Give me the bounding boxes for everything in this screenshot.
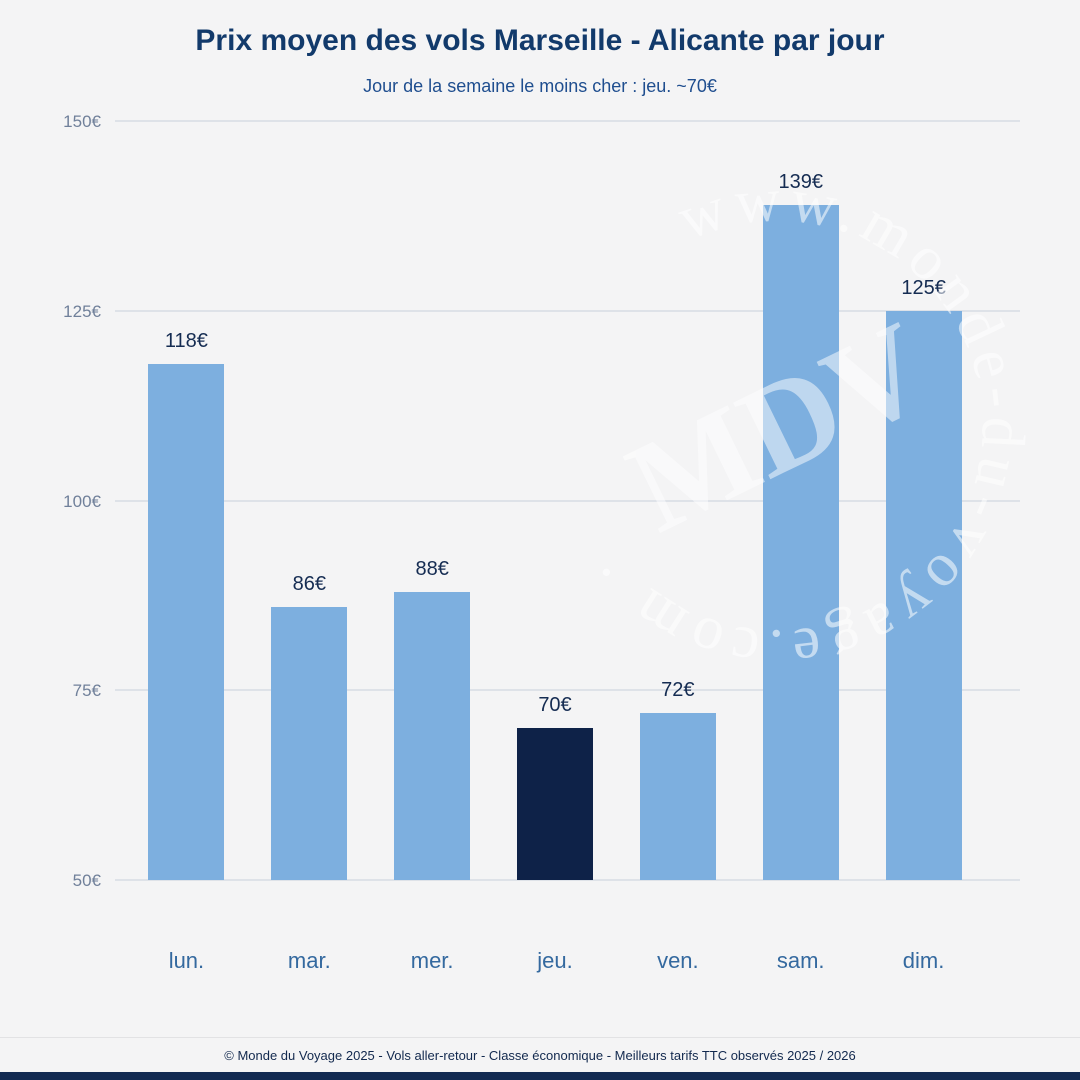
chart-subtitle: Jour de la semaine le moins cher : jeu. … [363,76,717,96]
footer-text: © Monde du Voyage 2025 - Vols aller-reto… [0,1037,1080,1072]
y-axis: 150€ 125€ 100€ 75€ 50€ [0,112,105,890]
bar-slot: 86€ mar. [248,121,371,973]
bar-dim: 125€ [885,277,962,880]
bar-jeu: 70€ [517,694,593,880]
chart-title: Prix moyen des vols Marseille - Alicante… [195,24,885,57]
bar-slot: 125€ dim. [862,121,985,973]
bar-slot: 118€ lun. [125,121,248,973]
bar-value-label: 70€ [538,694,572,717]
bar-ven: 72€ [639,679,716,880]
bar-value-label: 86€ [292,572,326,595]
footer: © Monde du Voyage 2025 - Vols aller-reto… [0,1037,1080,1080]
bar-mer: 88€ [394,558,471,880]
bar-slot: 88€ mer. [371,121,494,973]
bar-slot: 70€ jeu. [494,121,617,973]
footer-strip [0,1072,1080,1080]
y-tick-label: 100€ [63,491,101,511]
x-tick-label: dim. [902,948,945,973]
bar-value-label: 125€ [901,276,946,299]
x-tick-label: sam. [776,948,825,973]
y-tick-label: 125€ [63,301,101,321]
bar-value-label: 72€ [661,679,695,702]
y-tick-label: 150€ [63,112,101,131]
gridline [115,120,1020,122]
x-tick-label: ven. [657,948,699,973]
gridline [115,879,1020,881]
x-tick-label: mer. [410,948,454,973]
gridline [115,310,1020,312]
x-tick-label: mar. [287,948,331,973]
bar-sam: 139€ [762,171,839,880]
plot-area [115,120,1020,881]
y-tick-label: 75€ [72,681,101,701]
bar-slot: 139€ sam. [739,121,862,973]
y-tick-label: 50€ [72,871,101,890]
bar-value-label: 118€ [164,329,208,352]
bars: 118€ lun. 86€ mar. 88€ mer. 70€ jeu. 72€ ven. 139€… [125,121,985,973]
x-tick-label: jeu. [537,948,573,973]
bar-slot: 72€ ven. [616,121,739,973]
gridline [115,500,1020,501]
bar-value-label: 88€ [415,557,449,580]
x-tick-label: lun. [168,948,205,973]
bar-mar: 86€ [271,573,348,880]
gridline [115,689,1020,691]
bar-value-label: 139€ [778,170,823,193]
bar-lun: 118€ [148,330,225,880]
